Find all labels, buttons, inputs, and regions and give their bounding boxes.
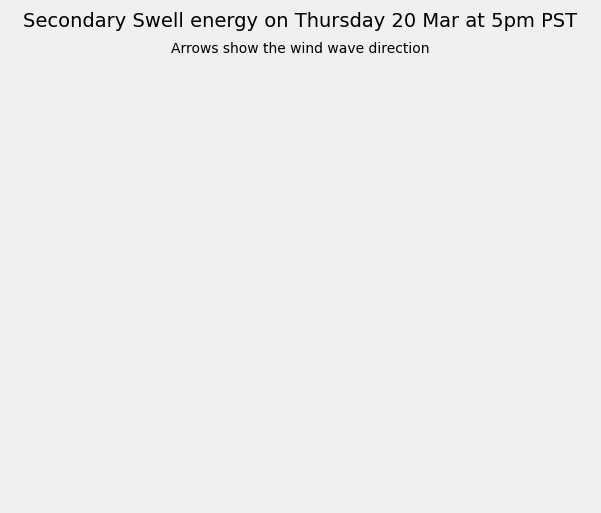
Text: Secondary Swell energy on Thursday 20 Mar at 5pm PST: Secondary Swell energy on Thursday 20 Ma… [23,12,578,31]
Text: Arrows show the wind wave direction: Arrows show the wind wave direction [171,42,430,56]
